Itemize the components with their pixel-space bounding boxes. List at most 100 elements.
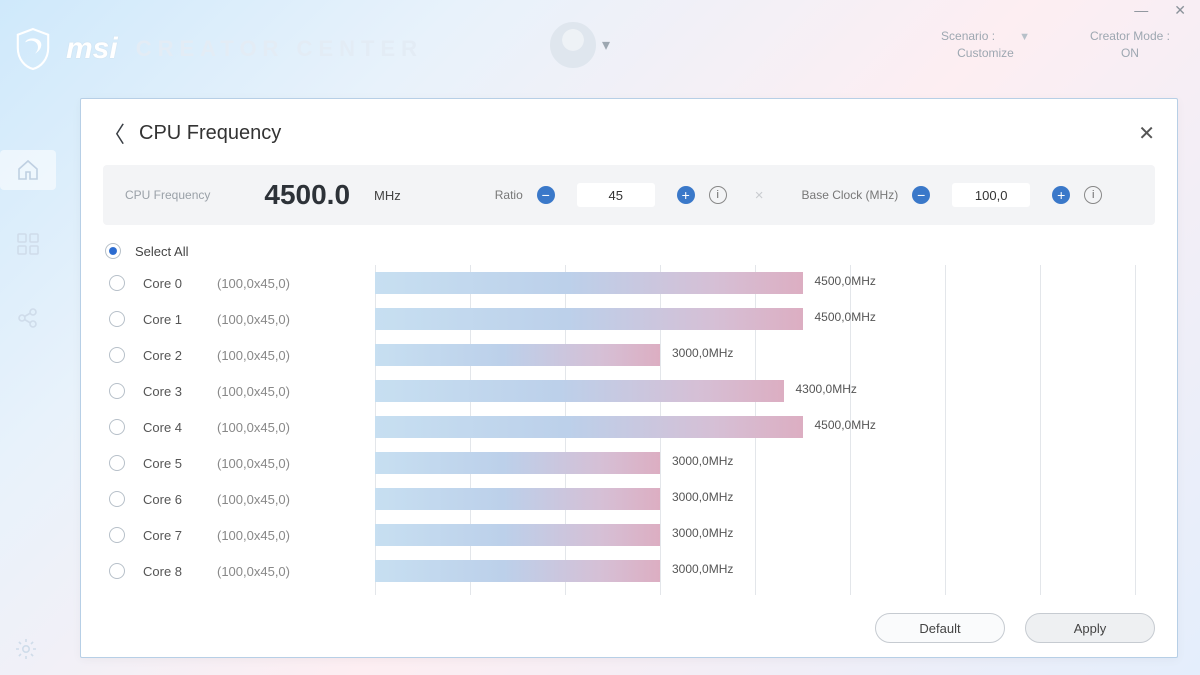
core-bar-label: 3000,0MHz: [672, 562, 733, 576]
core-bar-label: 4500,0MHz: [815, 310, 876, 324]
core-name: Core 5: [143, 456, 199, 471]
grid-icon: [17, 233, 39, 255]
mode-label: Creator Mode :: [1090, 28, 1170, 45]
core-row: Core 3 (100,0x45,0): [105, 373, 290, 409]
core-detail: (100,0x45,0): [217, 564, 290, 579]
core-bar[interactable]: [375, 380, 784, 402]
ratio-input[interactable]: 45: [577, 183, 655, 207]
core-radio[interactable]: [109, 419, 125, 435]
core-detail: (100,0x45,0): [217, 384, 290, 399]
core-name: Core 1: [143, 312, 199, 327]
core-row: Core 4 (100,0x45,0): [105, 409, 290, 445]
multiply-icon: ×: [755, 187, 764, 204]
baseclock-increment[interactable]: +: [1052, 186, 1070, 204]
core-bar-label: 4500,0MHz: [815, 274, 876, 288]
core-bar-label: 3000,0MHz: [672, 526, 733, 540]
apply-button[interactable]: Apply: [1025, 613, 1155, 643]
freq-value: 4500.0: [264, 179, 350, 211]
core-radio[interactable]: [109, 455, 125, 471]
top-bar: msi CREATOR CENTER ▾ Scenario : ▼ Customi…: [0, 18, 1200, 80]
core-bar[interactable]: [375, 272, 803, 294]
scenario-value: Customize: [941, 45, 1030, 62]
core-radio[interactable]: [109, 347, 125, 363]
core-bar[interactable]: [375, 452, 660, 474]
chevron-down-icon: ▼: [1019, 31, 1030, 43]
core-radio[interactable]: [109, 563, 125, 579]
core-row: Core 2 (100,0x45,0): [105, 337, 290, 373]
core-name: Core 0: [143, 276, 199, 291]
nav-share[interactable]: [0, 298, 56, 338]
core-row: Core 8 (100,0x45,0): [105, 553, 290, 589]
core-bar[interactable]: [375, 308, 803, 330]
core-bar-label: 3000,0MHz: [672, 346, 733, 360]
freq-label: CPU Frequency: [125, 188, 210, 202]
ratio-decrement[interactable]: −: [537, 186, 555, 204]
brand-text: msi: [66, 32, 118, 66]
scenario-label: Scenario :: [941, 29, 995, 43]
home-icon: [16, 158, 40, 182]
core-radio[interactable]: [109, 311, 125, 327]
core-name: Core 2: [143, 348, 199, 363]
core-bar-label: 4300,0MHz: [796, 382, 857, 396]
core-radio[interactable]: [109, 275, 125, 291]
baseclock-label: Base Clock (MHz): [802, 188, 899, 202]
core-row: Core 0 (100,0x45,0): [105, 265, 290, 301]
core-detail: (100,0x45,0): [217, 456, 290, 471]
settings-icon[interactable]: [14, 637, 38, 661]
core-bar[interactable]: [375, 560, 660, 582]
minimize-icon[interactable]: —: [1134, 2, 1148, 18]
nav-apps[interactable]: [0, 224, 56, 264]
core-row: Core 6 (100,0x45,0): [105, 481, 290, 517]
back-button[interactable]: 〈: [103, 117, 125, 149]
core-bar[interactable]: [375, 524, 660, 546]
core-detail: (100,0x45,0): [217, 420, 290, 435]
core-bar-label: 3000,0MHz: [672, 454, 733, 468]
select-all-label: Select All: [135, 244, 188, 259]
ratio-info-icon[interactable]: i: [709, 186, 727, 204]
scenario-selector[interactable]: Scenario : ▼ Customize: [941, 28, 1030, 62]
core-bar-label: 3000,0MHz: [672, 490, 733, 504]
core-radio[interactable]: [109, 491, 125, 507]
core-bar-label: 4500,0MHz: [815, 418, 876, 432]
core-name: Core 6: [143, 492, 199, 507]
nav-home[interactable]: [0, 150, 56, 190]
core-detail: (100,0x45,0): [217, 348, 290, 363]
core-row: Core 7 (100,0x45,0): [105, 517, 290, 553]
core-radio[interactable]: [109, 383, 125, 399]
core-name: Core 4: [143, 420, 199, 435]
core-radio[interactable]: [109, 527, 125, 543]
creator-mode-toggle[interactable]: Creator Mode : ON: [1090, 28, 1170, 62]
freq-unit: MHz: [374, 188, 401, 203]
share-icon: [16, 306, 40, 330]
product-title: CREATOR CENTER: [136, 36, 423, 62]
close-icon[interactable]: ✕: [1174, 2, 1186, 18]
core-bar[interactable]: [375, 416, 803, 438]
summary-bar: CPU Frequency 4500.0 MHz Ratio − 45 + i …: [103, 165, 1155, 225]
baseclock-info-icon[interactable]: i: [1084, 186, 1102, 204]
core-name: Core 7: [143, 528, 199, 543]
select-all-radio[interactable]: [105, 243, 121, 259]
core-frequency-chart: Core 0 (100,0x45,0) 4500,0MHz Core 1 (100,0x…: [105, 265, 1155, 595]
core-detail: (100,0x45,0): [217, 312, 290, 327]
page-title: CPU Frequency: [139, 122, 281, 145]
default-button[interactable]: Default: [875, 613, 1005, 643]
core-name: Core 3: [143, 384, 199, 399]
core-detail: (100,0x45,0): [217, 492, 290, 507]
baseclock-decrement[interactable]: −: [912, 186, 930, 204]
core-row: Core 1 (100,0x45,0): [105, 301, 290, 337]
baseclock-input[interactable]: 100,0: [952, 183, 1030, 207]
ratio-label: Ratio: [495, 188, 523, 202]
ratio-increment[interactable]: +: [677, 186, 695, 204]
core-bar[interactable]: [375, 344, 660, 366]
close-panel-button[interactable]: ✕: [1138, 121, 1155, 146]
core-row: Core 5 (100,0x45,0): [105, 445, 290, 481]
cpu-frequency-panel: 〈 CPU Frequency ✕ CPU Frequency 4500.0 M…: [80, 98, 1178, 658]
avatar-icon: [550, 22, 596, 68]
mode-value: ON: [1090, 45, 1170, 62]
core-bar[interactable]: [375, 488, 660, 510]
left-nav: [0, 90, 56, 338]
core-name: Core 8: [143, 564, 199, 579]
profile-menu[interactable]: ▾: [550, 22, 610, 68]
core-detail: (100,0x45,0): [217, 276, 290, 291]
core-detail: (100,0x45,0): [217, 528, 290, 543]
